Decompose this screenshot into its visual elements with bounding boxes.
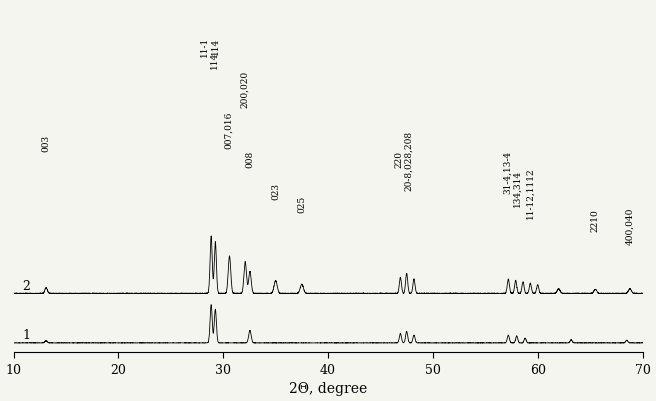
Text: 2210: 2210 bbox=[591, 209, 600, 232]
Text: 11-1
114: 11-1 114 bbox=[200, 36, 220, 57]
Text: 200,020: 200,020 bbox=[239, 71, 249, 107]
Text: 1: 1 bbox=[22, 328, 30, 341]
Text: 114: 114 bbox=[211, 52, 219, 69]
Text: 31-4,13-4: 31-4,13-4 bbox=[502, 150, 512, 193]
Text: 134,314: 134,314 bbox=[512, 169, 522, 206]
Text: 025: 025 bbox=[297, 195, 306, 213]
Text: 003: 003 bbox=[41, 135, 51, 152]
X-axis label: 2Θ, degree: 2Θ, degree bbox=[289, 381, 367, 395]
Text: 008: 008 bbox=[245, 151, 255, 168]
Text: 2: 2 bbox=[22, 279, 30, 292]
Text: 400,040: 400,040 bbox=[625, 207, 634, 244]
Text: 20-8,028,208: 20-8,028,208 bbox=[404, 130, 413, 190]
Text: 11-12,1112: 11-12,1112 bbox=[526, 167, 535, 219]
Text: 220: 220 bbox=[395, 151, 404, 168]
Text: 023: 023 bbox=[271, 183, 280, 200]
Text: 007,016: 007,016 bbox=[224, 111, 233, 149]
